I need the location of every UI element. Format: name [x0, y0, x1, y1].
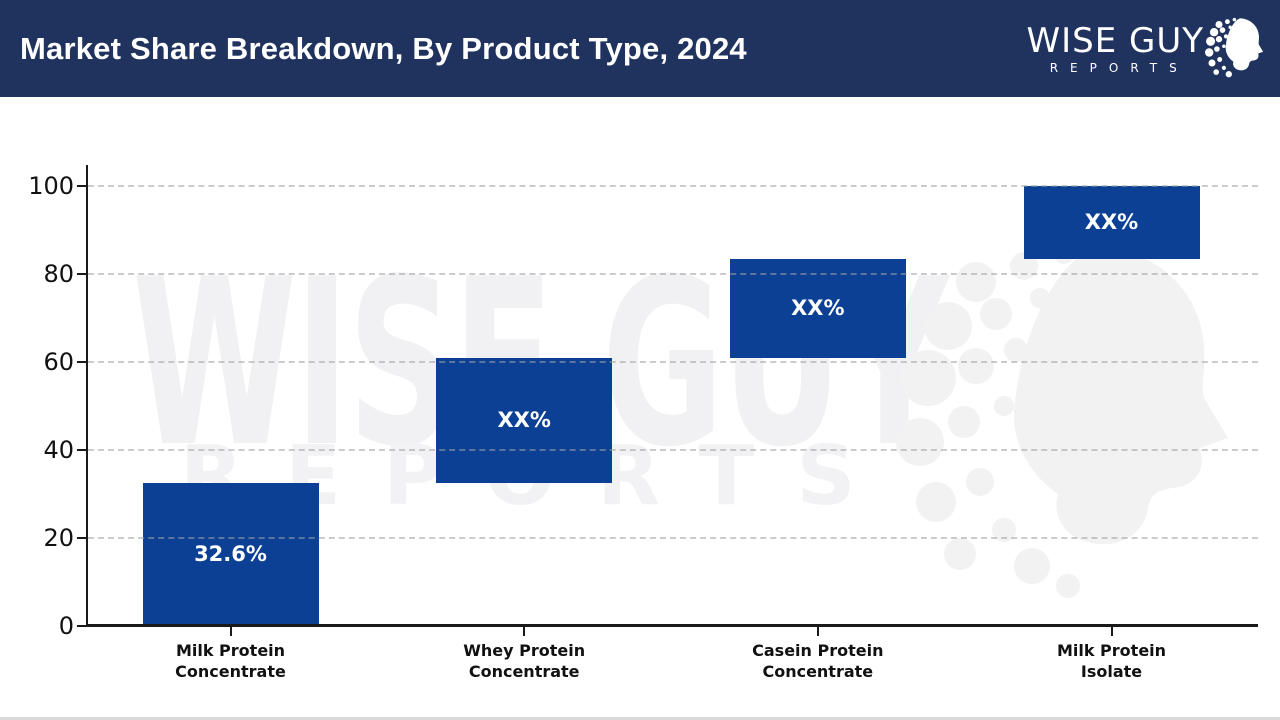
y-axis-tick-mark	[77, 185, 87, 187]
gridline-60	[88, 361, 1258, 363]
gridline-40	[88, 449, 1258, 451]
logo-wordmark: WISE GUY	[1026, 20, 1204, 61]
y-axis-tick-label: 60	[43, 348, 74, 376]
logo-text: WISE GUY REPORTS	[1026, 20, 1204, 76]
y-axis-tick-label: 0	[58, 612, 74, 640]
gridline-20	[88, 537, 1258, 539]
y-axis-tick-mark	[77, 625, 87, 627]
y-axis-tick-label: 40	[43, 436, 74, 464]
y-axis-line	[86, 165, 88, 627]
x-axis-tick-mark	[816, 627, 819, 636]
logo-subtext: REPORTS	[1049, 61, 1189, 76]
y-axis-tick-mark	[77, 449, 87, 451]
x-axis-category-label: Milk Protein Concentrate	[175, 641, 286, 681]
bar-2: XX%	[436, 357, 613, 483]
y-axis-tick-label: 100	[28, 172, 74, 200]
wise-guy-reports-logo: WISE GUY REPORTS	[1026, 5, 1268, 93]
header-band: Market Share Breakdown, By Product Type,…	[0, 0, 1280, 97]
gridline-80	[88, 273, 1258, 275]
x-axis-category-label: Whey Protein Concentrate	[463, 641, 586, 681]
x-axis-tick-mark	[229, 627, 232, 636]
bar-value-label: XX%	[791, 296, 845, 321]
bar-value-label: XX%	[1084, 210, 1139, 235]
y-axis-tick-label: 20	[43, 524, 74, 552]
x-axis-category-label: Milk Protein Isolate	[1056, 641, 1167, 681]
y-axis-tick-mark	[77, 273, 87, 275]
bar-value-label: 32.6%	[194, 542, 267, 567]
page-title: Market Share Breakdown, By Product Type,…	[20, 30, 747, 66]
x-axis-category-label: Casein Protein Concentrate	[752, 641, 884, 681]
y-axis-tick-label: 80	[43, 260, 74, 288]
x-axis-tick-mark	[1110, 627, 1113, 636]
bar-3: XX%	[729, 258, 906, 358]
logo-head-icon	[1205, 17, 1264, 78]
x-axis-tick-mark	[523, 627, 526, 636]
bar-value-label: XX%	[497, 408, 551, 433]
watermark-head-icon	[896, 244, 1228, 598]
gridline-100	[88, 185, 1258, 187]
bar-1: 32.6%	[142, 482, 319, 626]
x-axis-line	[86, 624, 1258, 627]
y-axis-tick-mark	[77, 361, 87, 363]
bar-4: XX%	[1023, 186, 1200, 259]
y-axis-tick-mark	[77, 537, 87, 539]
